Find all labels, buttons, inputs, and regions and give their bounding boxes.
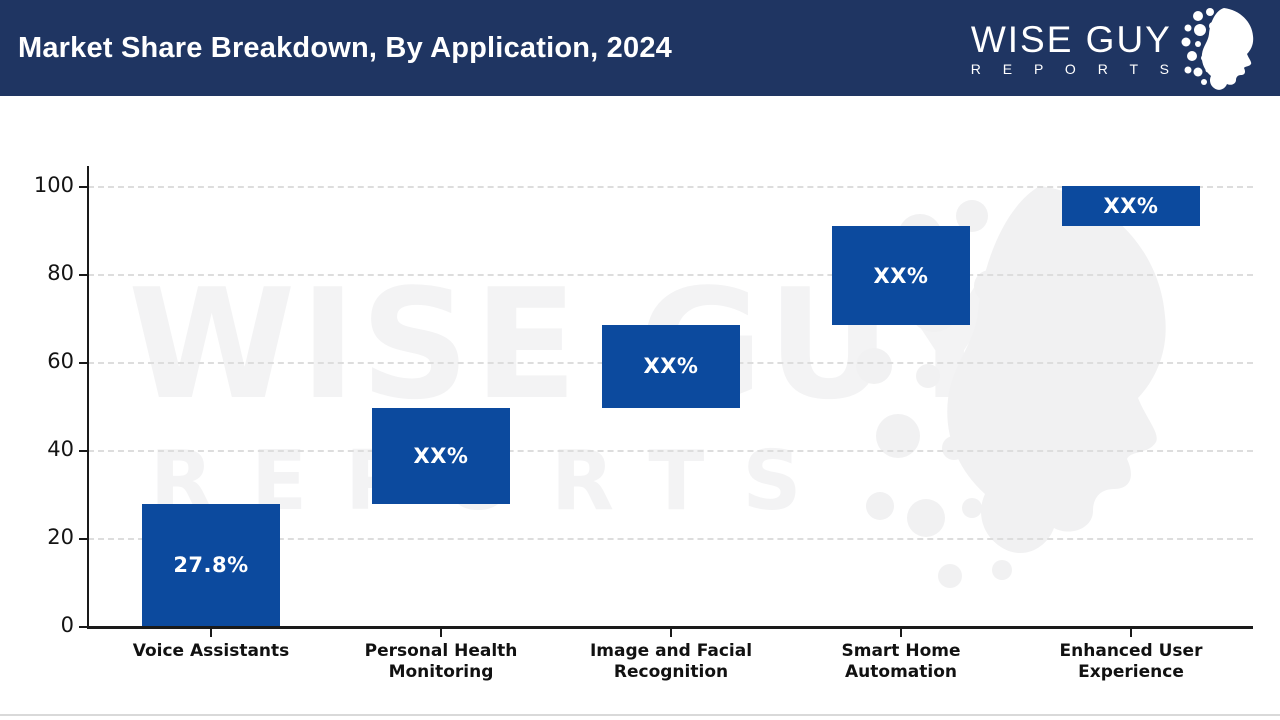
header-band: Market Share Breakdown, By Application, … [0,0,1280,96]
bar-voice-assistants: 27.8% [142,503,280,626]
x-axis-tick-enhanced-user-experience [1130,629,1132,637]
logo-text: WISE GUY R E P O R T S [965,21,1178,76]
bottom-divider [0,714,1280,716]
bar-smart-home-automation: XX% [832,226,970,325]
bar-image-and-facial-recognition: XX% [602,324,740,409]
y-axis-tick-40 [79,450,87,452]
bar-value-label: XX% [643,354,699,379]
bar-value-label: XX% [1103,194,1159,219]
x-axis-line [87,626,1253,629]
y-axis-tick-label-0: 0 [60,613,74,637]
y-axis-tick-100 [79,186,87,188]
y-axis-tick-label-80: 80 [47,261,74,285]
x-axis-tick-image-and-facial-recognition [670,629,672,637]
face-profile-icon [1181,8,1254,90]
x-axis-tick-voice-assistants [210,629,212,637]
x-axis-label-smart-home-automation: Smart Home Automation [841,641,961,682]
y-axis-tick-60 [79,362,87,364]
x-axis-label-voice-assistants: Voice Assistants [132,641,290,661]
y-axis-line [87,166,89,629]
bar-personal-health-monitoring: XX% [372,408,510,504]
x-axis-tick-smart-home-automation [900,629,902,637]
y-axis-tick-label-60: 60 [47,349,74,373]
logo-subtitle: R E P O R T S [970,60,1178,77]
bar-value-label: XX% [413,443,469,468]
y-axis-tick-label-40: 40 [47,437,74,461]
watermark-wordmark: WISE GUY [128,256,1009,433]
x-axis-label-personal-health-monitoring: Personal Health Monitoring [364,641,518,682]
logo-wordmark: WISE GUY [970,18,1172,60]
gridline-40 [88,450,1253,452]
x-axis-tick-personal-health-monitoring [440,629,442,637]
wise-guy-reports-logo: WISE GUY R E P O R T S [965,6,1256,90]
gridline-100 [88,186,1253,188]
page-title: Market Share Breakdown, By Application, … [18,31,672,64]
gridline-20 [88,538,1253,540]
y-axis-tick-label-20: 20 [47,525,74,549]
x-axis-label-image-and-facial-recognition: Image and Facial Recognition [589,641,753,682]
y-axis-tick-label-100: 100 [33,173,74,197]
bar-value-label: XX% [873,263,929,288]
bar-value-label: 27.8% [173,552,249,577]
y-axis-tick-80 [79,274,87,276]
bar-enhanced-user-experience: XX% [1062,186,1200,227]
y-axis-tick-0 [79,626,87,628]
gridline-80 [88,274,1253,276]
y-axis-tick-20 [79,538,87,540]
x-axis-label-enhanced-user-experience: Enhanced User Experience [1059,641,1203,682]
